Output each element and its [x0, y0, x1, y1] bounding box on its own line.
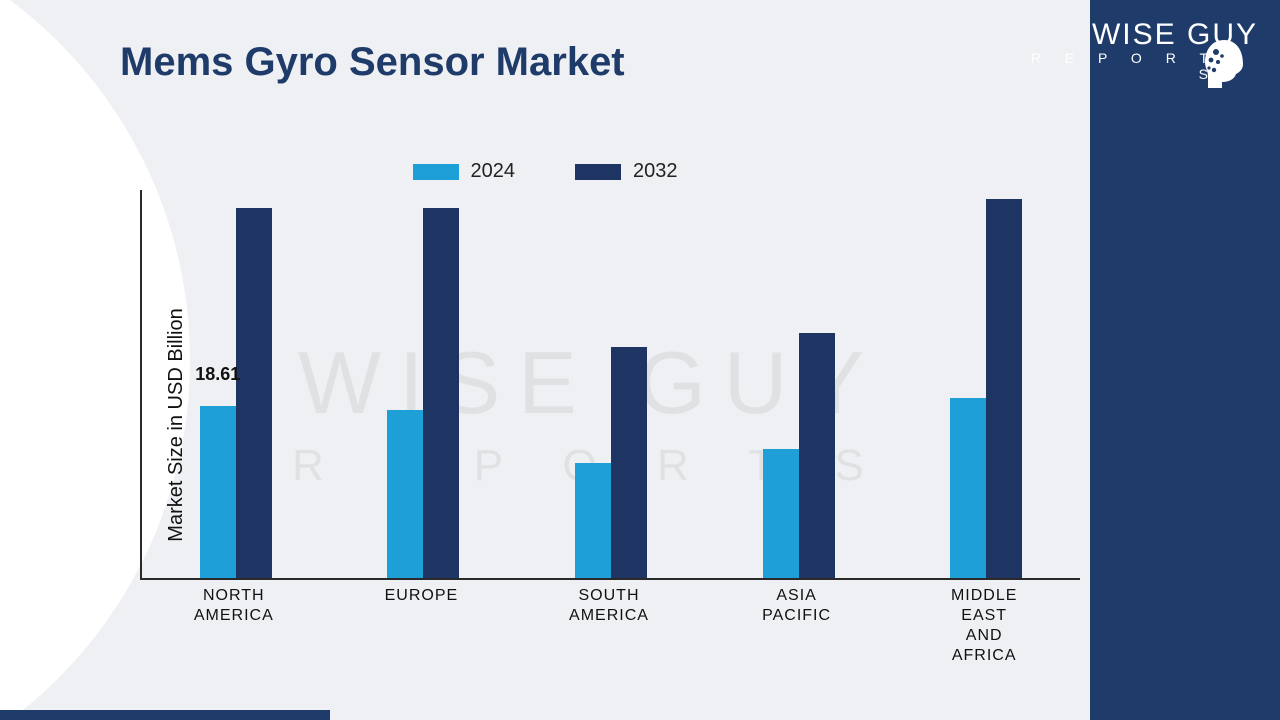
bar-data-label: 18.61 — [195, 364, 240, 385]
x-label: NORTH AMERICA — [194, 586, 274, 626]
x-label: EUROPE — [385, 586, 459, 606]
bar-group — [575, 347, 647, 578]
x-label: SOUTH AMERICA — [569, 586, 649, 626]
chart: Market Size in USD Billion 18.61 NORTH A… — [60, 150, 1080, 700]
bar-group — [763, 333, 835, 578]
sidebar-panel — [1090, 0, 1280, 720]
x-label: MIDDLE EAST AND AFRICA — [951, 586, 1017, 666]
stage: WISE GUY R E P O R T S WISE GUY R E P O … — [0, 0, 1280, 720]
bar-2032 — [799, 333, 835, 578]
bar-2024 — [200, 406, 236, 578]
page-title: Mems Gyro Sensor Market — [120, 40, 625, 85]
bar-2024 — [387, 410, 423, 578]
bar-group — [387, 208, 459, 578]
footer-accent-bar — [0, 710, 330, 720]
bar-2024 — [950, 398, 986, 578]
bar-2032 — [236, 208, 272, 578]
bar-2032 — [611, 347, 647, 578]
bar-group — [200, 208, 272, 578]
x-axis-labels: NORTH AMERICA EUROPE SOUTH AMERICA ASIA PAC… — [140, 580, 1080, 700]
plot-area: 18.61 — [140, 190, 1080, 580]
brand-logo: WISE GUY R E P O R T S — [998, 18, 1258, 82]
bar-2024 — [763, 449, 799, 578]
brand-head-icon — [1202, 38, 1246, 94]
bar-2032 — [423, 208, 459, 578]
bar-group — [950, 199, 1022, 578]
bar-2032 — [986, 199, 1022, 578]
x-label: ASIA PACIFIC — [762, 586, 831, 626]
bar-2024 — [575, 463, 611, 578]
